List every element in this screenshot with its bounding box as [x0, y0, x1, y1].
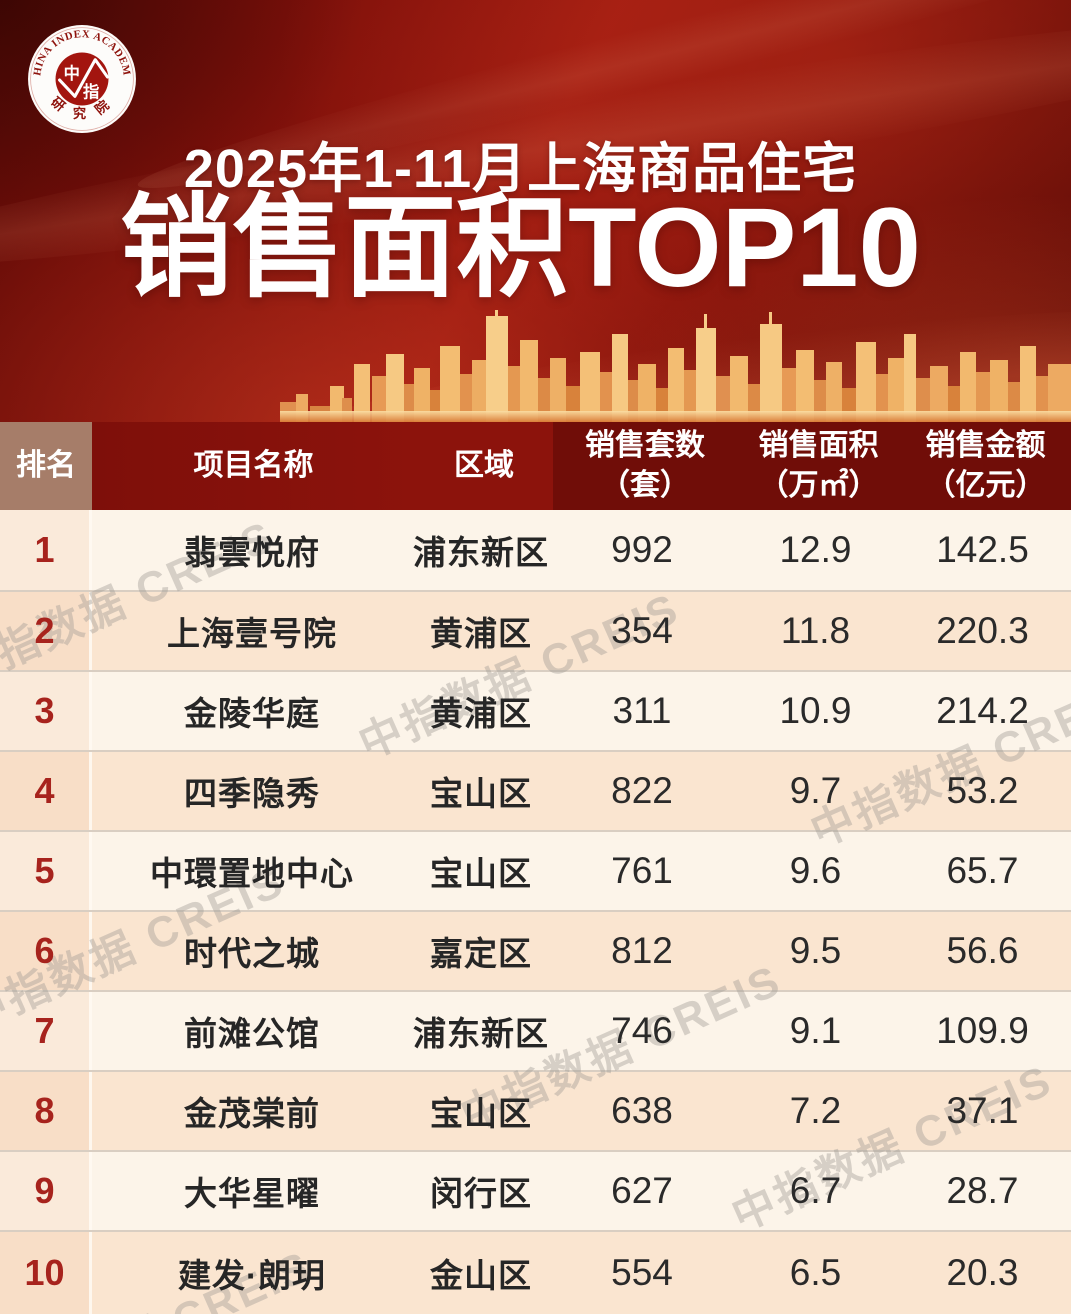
china-index-academy-logo-icon: CHINA INDEX ACADEMY 研 究 院 中 指: [26, 22, 136, 133]
sales-area-cell: 9.1: [789, 1010, 842, 1051]
sales-amount-cell: 37.1: [946, 1090, 1019, 1131]
region-cell: 浦东新区: [413, 1015, 549, 1052]
table-row: 7 前滩公馆 浦东新区 746 9.1 109.9: [0, 990, 1071, 1070]
units-sold-cell: 761: [611, 850, 673, 891]
rank-cell: 5: [0, 832, 92, 910]
sales-amount-cell: 28.7: [946, 1170, 1019, 1211]
rank-cell: 10: [0, 1232, 92, 1314]
header-sales-area: 销售面积 （万㎡）: [737, 422, 900, 510]
units-sold-cell: 992: [611, 529, 673, 570]
sales-area-cell: 6.7: [789, 1170, 842, 1211]
units-sold-cell: 822: [611, 770, 673, 811]
region-cell: 黄浦区: [430, 615, 532, 652]
project-name-cell: 四季隐秀: [184, 775, 320, 812]
table-body: 1 翡雲悦府 浦东新区 992 12.9 142.5 2 上海壹号院 黄浦区 3…: [0, 510, 1071, 1314]
table-row: 6 时代之城 嘉定区 812 9.5 56.6: [0, 910, 1071, 990]
sales-area-cell: 9.6: [789, 850, 842, 891]
units-sold-cell: 311: [612, 690, 672, 731]
sales-amount-cell: 220.3: [936, 610, 1029, 651]
table-row: 9 大华星曜 闵行区 627 6.7 28.7: [0, 1150, 1071, 1230]
sales-amount-cell: 20.3: [946, 1252, 1019, 1293]
project-name-cell: 金陵华庭: [184, 695, 320, 732]
header-region: 区域: [415, 422, 553, 510]
project-name-cell: 大华星曜: [184, 1175, 320, 1212]
sales-area-cell: 7.2: [789, 1090, 842, 1131]
table-row: 3 金陵华庭 黄浦区 311 10.9 214.2: [0, 670, 1071, 750]
rank-cell: 7: [0, 992, 92, 1070]
rank-cell: 6: [0, 912, 92, 990]
table-row: 8 金茂棠前 宝山区 638 7.2 37.1: [0, 1070, 1071, 1150]
svg-text:指: 指: [83, 82, 99, 101]
sales-area-cell: 9.5: [789, 930, 842, 971]
sales-amount-cell: 109.9: [936, 1010, 1029, 1051]
table-row: 5 中環置地中心 宝山区 761 9.6 65.7: [0, 830, 1071, 910]
sales-area-cell: 10.9: [779, 690, 852, 731]
page-title: 销售面积TOP10: [120, 185, 921, 310]
sales-area-cell: 11.8: [780, 610, 851, 651]
table-header-row: 排名 项目名称 区域 销售套数 （套） 销售面积 （万㎡） 销售金额 （亿元）: [0, 422, 1071, 510]
units-sold-cell: 746: [611, 1010, 673, 1051]
header-rank: 排名: [0, 422, 92, 510]
table-row: 10 建发·朗玥 金山区 554 6.5 20.3: [0, 1230, 1071, 1314]
region-cell: 金山区: [430, 1257, 532, 1294]
city-skyline-graphic: [280, 310, 1071, 422]
units-sold-cell: 554: [611, 1252, 673, 1293]
sales-amount-cell: 142.5: [936, 529, 1029, 570]
sales-amount-cell: 53.2: [946, 770, 1019, 811]
project-name-cell: 中環置地中心: [150, 855, 354, 892]
sales-amount-cell: 56.6: [946, 930, 1019, 971]
units-sold-cell: 354: [611, 610, 673, 651]
rank-cell: 4: [0, 752, 92, 830]
rank-cell: 9: [0, 1152, 92, 1230]
region-cell: 宝山区: [430, 855, 532, 892]
table-row: 2 上海壹号院 黄浦区 354 11.8 220.3: [0, 590, 1071, 670]
svg-text:中: 中: [64, 64, 80, 83]
rank-cell: 3: [0, 672, 92, 750]
project-name-cell: 时代之城: [184, 935, 320, 972]
region-cell: 闵行区: [430, 1175, 532, 1212]
rank-cell: 8: [0, 1072, 92, 1150]
project-name-cell: 建发·朗玥: [178, 1257, 326, 1294]
project-name-cell: 翡雲悦府: [184, 534, 320, 571]
table-row: 1 翡雲悦府 浦东新区 992 12.9 142.5: [0, 510, 1071, 590]
units-sold-cell: 627: [611, 1170, 673, 1211]
project-name-cell: 上海壹号院: [167, 615, 337, 652]
region-cell: 宝山区: [430, 1095, 532, 1132]
region-cell: 黄浦区: [430, 695, 532, 732]
project-name-cell: 前滩公馆: [184, 1015, 320, 1052]
header-project-name: 项目名称: [92, 422, 415, 510]
rank-cell: 1: [0, 510, 92, 590]
units-sold-cell: 812: [611, 930, 673, 971]
banner-subtitle: 2025年1-11月上海商品住宅: [183, 139, 858, 199]
project-name-cell: 金茂棠前: [184, 1095, 320, 1132]
region-cell: 浦东新区: [413, 534, 549, 571]
sales-area-cell: 9.7: [789, 770, 842, 811]
rank-cell: 2: [0, 592, 92, 670]
units-sold-cell: 638: [611, 1090, 673, 1131]
header-sales-amount: 销售金额 （亿元）: [900, 422, 1071, 510]
table-row: 4 四季隐秀 宝山区 822 9.7 53.2: [0, 750, 1071, 830]
region-cell: 宝山区: [430, 775, 532, 812]
sales-amount-cell: 214.2: [936, 690, 1029, 731]
header-units-sold: 销售套数 （套）: [553, 422, 737, 510]
region-cell: 嘉定区: [430, 935, 532, 972]
sales-amount-cell: 65.7: [946, 850, 1019, 891]
sales-area-cell: 6.5: [789, 1252, 842, 1293]
banner: CHINA INDEX ACADEMY 研 究 院 中 指 2025年1-11月…: [0, 0, 1071, 422]
sales-area-cell: 12.9: [779, 529, 852, 570]
